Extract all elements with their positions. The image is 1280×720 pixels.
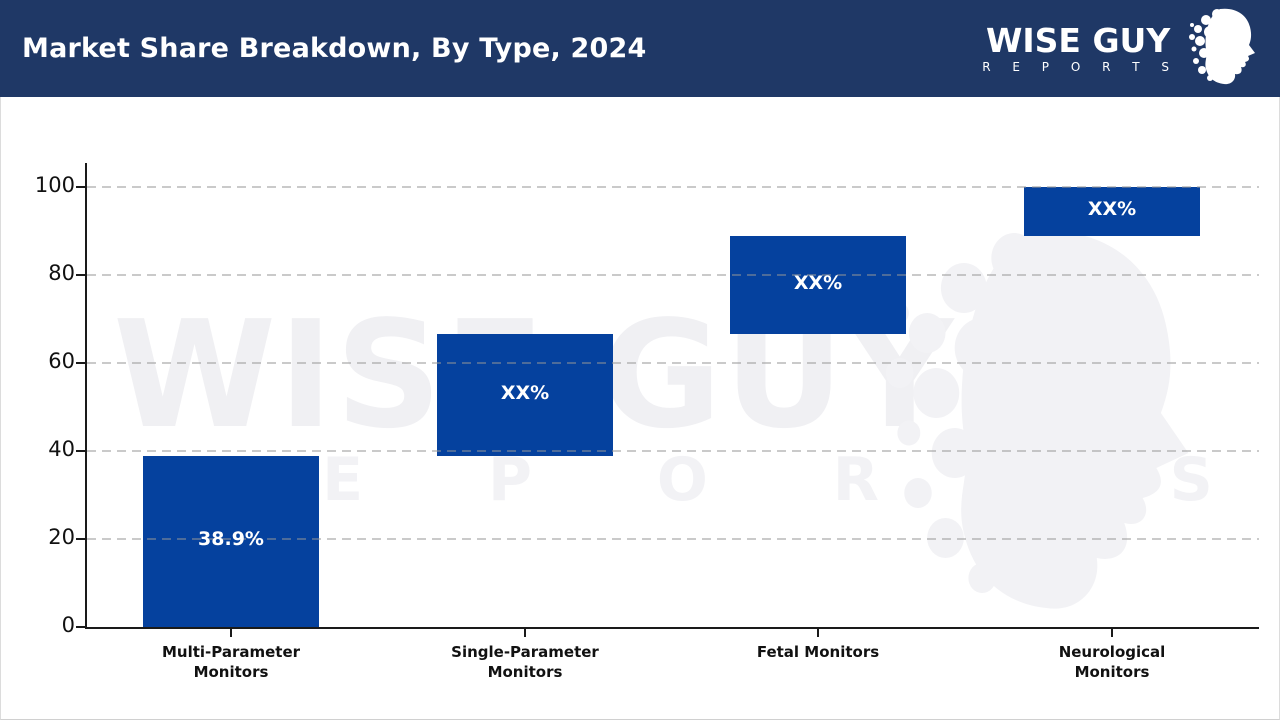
wise-guy-reports-logo: WISE GUY R E P O R T S <box>978 7 1258 91</box>
x-category-label-line: Neurological <box>1058 643 1166 661</box>
report-header: Market Share Breakdown, By Type, 2024 WI… <box>0 0 1280 97</box>
x-category-label-line: Fetal Monitors <box>756 643 880 661</box>
y-tick-mark <box>76 450 85 452</box>
y-tick-mark <box>76 274 85 276</box>
bar-segment <box>143 455 319 627</box>
x-tick-mark <box>524 629 526 637</box>
gridline-80 <box>87 274 1259 276</box>
y-tick-label: 40 <box>48 437 75 461</box>
y-tick-label: 0 <box>61 613 75 637</box>
dotted-head-icon <box>1189 8 1255 84</box>
x-category-label: Fetal Monitors <box>698 642 938 662</box>
x-category-label-line: Monitors <box>193 663 269 681</box>
bar-segment <box>437 333 613 456</box>
x-category-label: Single-Parameter Monitors <box>405 642 645 682</box>
x-category-label: Multi-Parameter Monitors <box>111 642 351 682</box>
bar-value-label: XX% <box>500 381 550 404</box>
bar-value-label: XX% <box>793 271 843 294</box>
y-axis-spine <box>85 163 87 629</box>
gridline-40 <box>87 450 1259 452</box>
x-tick-mark <box>230 629 232 637</box>
bar-value-label: 38.9% <box>198 528 264 551</box>
x-tick-mark <box>817 629 819 637</box>
y-tick-label: 100 <box>34 173 75 197</box>
x-category-label-line: Multi-Parameter <box>161 643 301 661</box>
y-tick-label: 20 <box>48 525 75 549</box>
bar-segment <box>1024 187 1200 236</box>
logo-sub-wordmark: R E P O R T S <box>982 60 1178 74</box>
y-tick-mark <box>76 186 85 188</box>
y-tick-mark <box>76 362 85 364</box>
gridline-60 <box>87 362 1259 364</box>
gridline-100 <box>87 186 1259 188</box>
logo-wordmark: WISE GUY <box>985 21 1171 60</box>
gridline-20 <box>87 538 1259 540</box>
x-tick-mark <box>1111 629 1113 637</box>
bar-value-label: XX% <box>1087 198 1137 221</box>
logo-text: WISE GUY R E P O R T S <box>978 24 1178 73</box>
y-tick-label: 60 <box>48 349 75 373</box>
x-category-label-line: Single-Parameter <box>451 643 599 661</box>
bar-segment <box>730 235 906 334</box>
y-tick-mark <box>76 626 85 628</box>
chart-canvas: WISE GUY R E P O R T S 0 20 40 60 80 100 38.9%… <box>0 97 1280 720</box>
x-category-label: Neurological Monitors <box>992 642 1232 682</box>
y-tick-label: 80 <box>48 261 75 285</box>
y-tick-mark <box>76 538 85 540</box>
watermark-dotted-head-icon <box>885 231 1189 609</box>
x-category-label-line: Monitors <box>487 663 563 681</box>
x-category-label-line: Monitors <box>1074 663 1150 681</box>
x-axis-spine <box>85 627 1259 629</box>
page-title: Market Share Breakdown, By Type, 2024 <box>22 33 647 64</box>
